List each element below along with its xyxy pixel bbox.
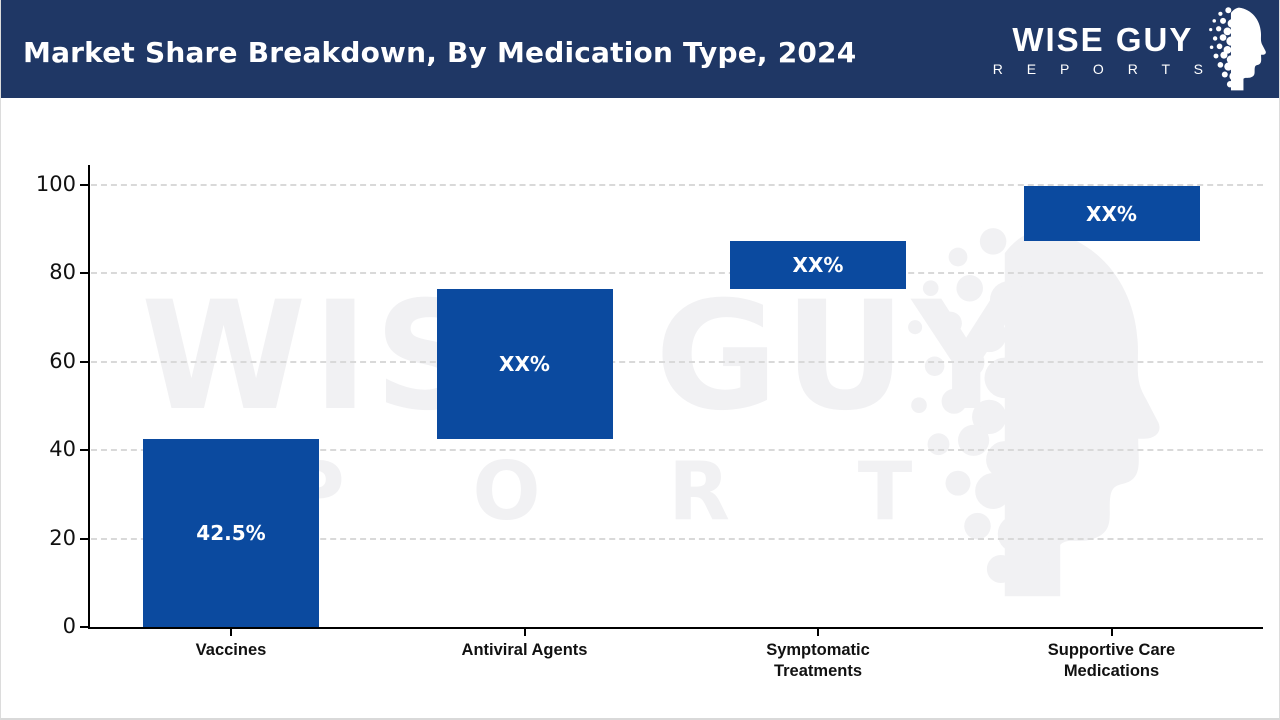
x-axis-line — [88, 627, 1263, 629]
y-axis-line — [88, 165, 90, 629]
x-tick-vaccines — [230, 629, 232, 636]
y-tick-100 — [80, 184, 88, 186]
logo-head-icon — [1207, 5, 1269, 93]
category-label-vaccines: Vaccines — [195, 641, 267, 659]
gridline-80 — [91, 272, 1263, 275]
bar-supportive-care-medications: XX% — [1023, 185, 1200, 242]
y-tick-label-80: 80 — [49, 260, 76, 285]
y-tick-40 — [80, 449, 88, 452]
y-tick-60 — [80, 360, 88, 363]
bar-value-label-antiviral-agents: XX% — [499, 351, 550, 376]
header-bar: Market Share Breakdown, By Medication Ty… — [1, 0, 1279, 98]
logo-subtext: R E P O R T S — [992, 61, 1213, 77]
category-label-symptomatic-treatments: Symptomatic Treatments — [766, 641, 870, 680]
bar-value-label-vaccines: 42.5% — [196, 521, 266, 546]
category-label-antiviral-agents: Antiviral Agents — [461, 641, 588, 659]
y-tick-20 — [80, 537, 88, 540]
bar-vaccines: 42.5% — [143, 439, 319, 627]
x-tick-antiviral-agents — [523, 629, 526, 636]
y-tick-label-20: 20 — [49, 525, 76, 550]
y-tick-label-60: 60 — [49, 348, 76, 373]
page-title: Market Share Breakdown, By Medication Ty… — [23, 36, 857, 69]
category-label-supportive-care-medications: Supportive Care Medications — [1047, 641, 1176, 680]
gridline-60 — [91, 360, 1263, 363]
y-tick-0 — [80, 626, 88, 628]
y-tick-80 — [80, 272, 88, 275]
logo-wordmark: WISE GUY — [1012, 21, 1194, 58]
bar-value-label-symptomatic-treatments: XX% — [792, 252, 844, 277]
bar-antiviral-agents: XX% — [436, 288, 613, 440]
bar-symptomatic-treatments: XX% — [730, 241, 906, 289]
gridline-100 — [91, 184, 1263, 186]
x-tick-supportive-care-medications — [1110, 629, 1113, 636]
y-tick-label-0: 0 — [62, 614, 76, 638]
y-tick-label-100: 100 — [35, 172, 76, 196]
y-tick-label-40: 40 — [49, 437, 76, 462]
brand-logo: WISE GUY R E P O R T S — [993, 5, 1269, 93]
gridline-20 — [91, 537, 1263, 540]
bar-value-label-supportive-care-medications: XX% — [1086, 201, 1137, 226]
gridline-40 — [91, 449, 1263, 452]
x-tick-symptomatic-treatments — [817, 629, 819, 636]
